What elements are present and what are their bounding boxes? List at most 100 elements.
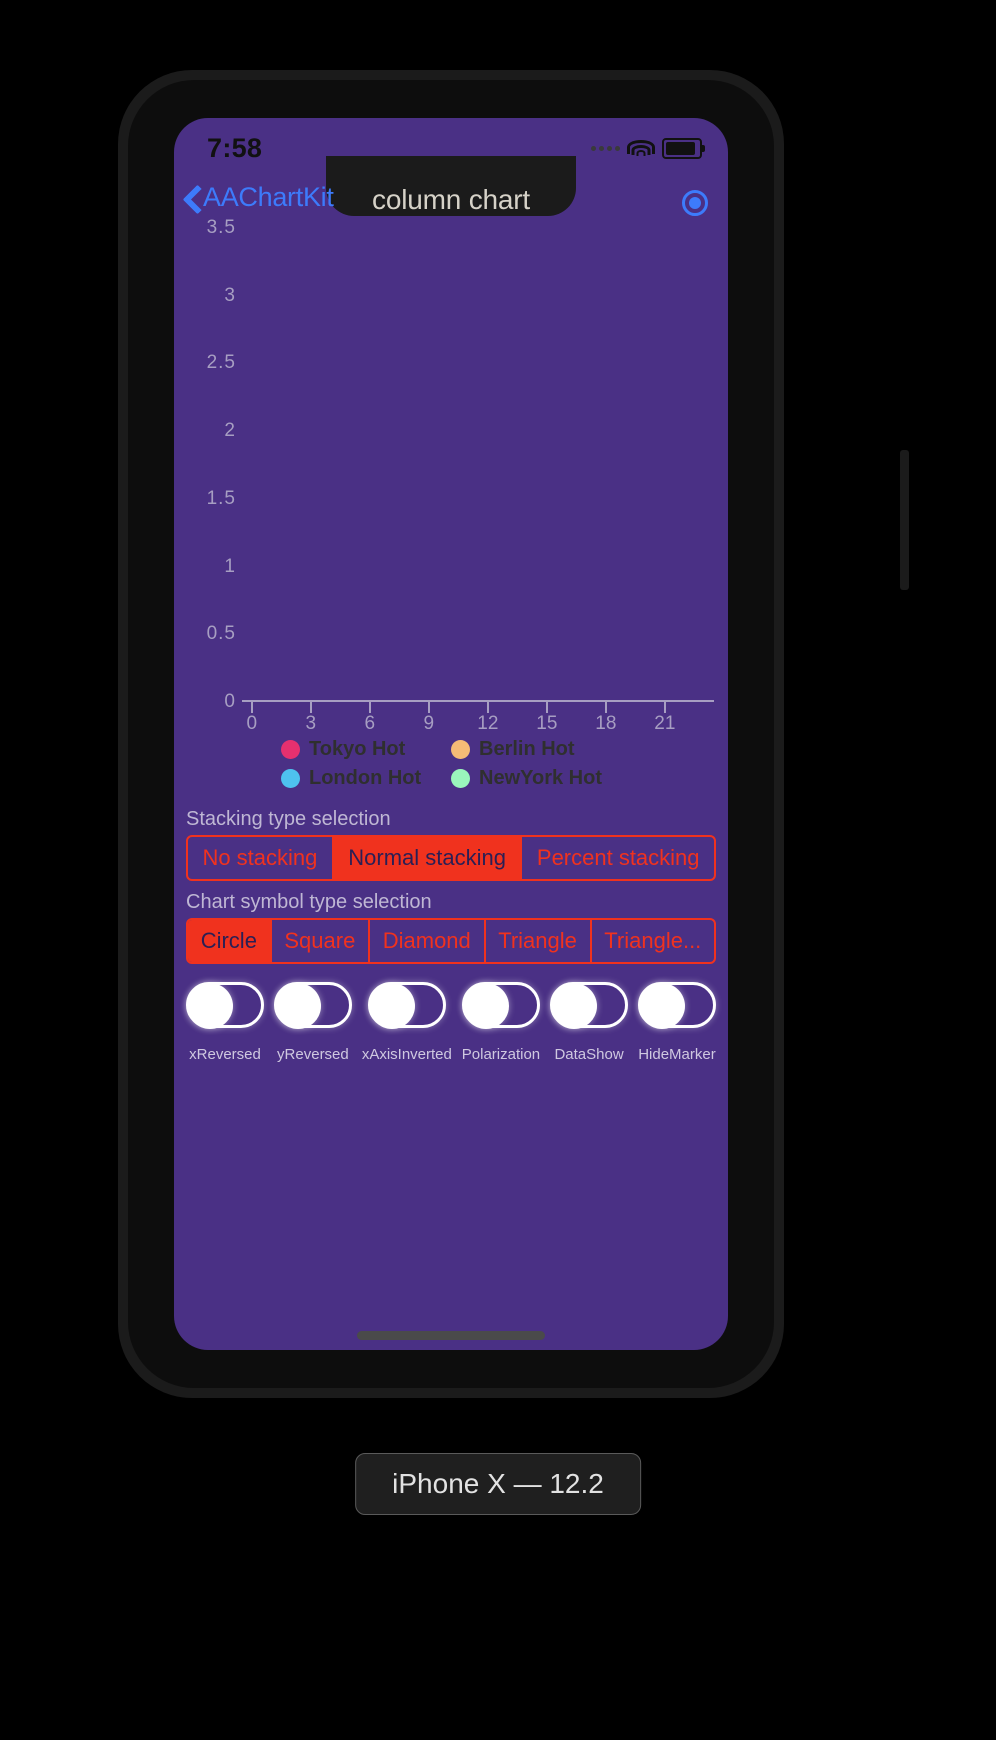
x-axis-tick-label: 21 — [654, 713, 676, 734]
plot-area — [242, 228, 714, 702]
x-axis-tick — [309, 702, 312, 713]
symbol-option-square[interactable]: Square — [272, 920, 371, 962]
y-axis-tick-label: 1 — [224, 555, 236, 577]
stacking-option-no-stacking[interactable]: No stacking — [188, 837, 334, 879]
x-axis-tick-label: 18 — [595, 713, 617, 734]
legend-grid: Tokyo Hot Berlin Hot London Hot NewYork Hot — [281, 738, 621, 790]
bar-column[interactable] — [498, 228, 518, 702]
stacking-type-segmented-control[interactable]: No stacking Normal stacking Percent stacki… — [186, 835, 716, 881]
stacking-option-percent-stacking[interactable]: Percent stacking — [536, 845, 700, 870]
x-axis-tick-label: 9 — [423, 713, 435, 734]
y-axis-tick-label: 0.5 — [206, 623, 236, 645]
bar-column[interactable] — [675, 228, 695, 702]
bar-column[interactable] — [419, 228, 439, 702]
symbol-option-circle[interactable]: Circle — [188, 920, 272, 962]
x-axis-tick-label: 3 — [305, 713, 317, 734]
chart-symbol-segmented-control[interactable]: Circle Square Diamond Triangle Triangle... — [186, 918, 716, 964]
toggle-group: DataShow — [550, 982, 629, 1063]
navigation-bar: AAChartKit column chart — [174, 176, 728, 238]
phone-frame: 7:58 AAChartKit column chart — [118, 70, 909, 1398]
y-axis-tick-label: 2.5 — [206, 352, 236, 374]
bar-column[interactable] — [281, 228, 301, 702]
radio-button-icon[interactable] — [682, 190, 708, 216]
phone-bezel: 7:58 AAChartKit column chart — [128, 80, 774, 1388]
bar-column[interactable] — [694, 228, 714, 702]
bar-column[interactable] — [458, 228, 478, 702]
toggle-switch-datashow[interactable] — [550, 982, 629, 1029]
x-axis-tick — [663, 702, 666, 713]
legend-item[interactable]: Berlin Hot — [451, 738, 621, 761]
bar-column[interactable] — [576, 228, 596, 702]
y-axis-tick-label: 3 — [224, 284, 236, 306]
toggle-switch-yreversed[interactable] — [273, 982, 352, 1029]
toggle-knob — [638, 983, 685, 1029]
toggle-group: Polarization — [462, 982, 540, 1063]
x-axis-tick — [486, 702, 489, 713]
status-bar: 7:58 — [174, 118, 728, 176]
x-axis-tick — [250, 702, 253, 713]
bar-column[interactable] — [380, 228, 400, 702]
device-caption: iPhone X — 12.2 — [355, 1453, 641, 1515]
toggle-switch-xaxisinverted[interactable] — [367, 982, 446, 1029]
legend-item[interactable]: NewYork Hot — [451, 767, 621, 790]
status-indicators — [591, 138, 705, 159]
signal-dots-icon — [591, 146, 620, 151]
toggle-switch-row: xReversed yReversed xAxisInverted Polarizat… — [186, 982, 716, 1063]
symbol-section-label: Chart symbol type selection — [186, 891, 432, 913]
toggle-label: yReversed — [277, 1046, 349, 1063]
bar-column[interactable] — [478, 228, 498, 702]
bar-column[interactable] — [537, 228, 557, 702]
bar-column[interactable] — [655, 228, 675, 702]
bar-column[interactable] — [439, 228, 459, 702]
x-axis-tick — [427, 702, 430, 713]
toggle-label: HideMarker — [638, 1046, 716, 1063]
chevron-left-icon — [180, 187, 202, 209]
legend-item[interactable]: London Hot — [281, 767, 451, 790]
phone-power-button[interactable] — [900, 450, 909, 590]
stacking-option-normal-stacking[interactable]: Normal stacking — [333, 837, 523, 879]
bar-column[interactable] — [557, 228, 577, 702]
x-axis-tick — [368, 702, 371, 713]
bar-column[interactable] — [517, 228, 537, 702]
bar-column[interactable] — [340, 228, 360, 702]
phone-notch — [326, 156, 576, 216]
symbol-option-triangle[interactable]: Triangle... — [604, 928, 702, 953]
legend-color-dot-icon — [451, 740, 470, 759]
toggle-switch-xreversed[interactable] — [186, 982, 264, 1029]
toggle-label: xAxisInverted — [361, 1046, 452, 1063]
home-indicator[interactable] — [357, 1331, 545, 1340]
toggle-group: HideMarker — [637, 982, 716, 1063]
toggle-switch-hidemarker[interactable] — [637, 982, 716, 1029]
bar-column[interactable] — [301, 228, 321, 702]
back-button[interactable]: AAChartKit — [180, 182, 334, 213]
bar-column[interactable] — [635, 228, 655, 702]
toggle-label: xReversed — [189, 1046, 261, 1063]
bar-column[interactable] — [242, 228, 262, 702]
symbol-option-triangle[interactable]: Triangle — [486, 920, 592, 962]
y-axis-tick-label: 2 — [224, 420, 236, 442]
y-axis-labels: 0 0.5 1 1.5 2 2.5 3 3.5 — [174, 217, 236, 712]
bar-column[interactable] — [360, 228, 380, 702]
toggle-group: xAxisInverted — [362, 982, 452, 1063]
toggle-group: yReversed — [273, 982, 352, 1063]
bars-container — [242, 228, 714, 702]
toggle-switch-polarization[interactable] — [461, 982, 540, 1029]
bar-column[interactable] — [596, 228, 616, 702]
y-axis-tick-label: 1.5 — [206, 487, 236, 509]
legend-label: Berlin Hot — [479, 738, 575, 760]
toggle-knob — [462, 983, 509, 1029]
symbol-option-diamond[interactable]: Diamond — [370, 920, 486, 962]
bar-column[interactable] — [321, 228, 341, 702]
x-axis-tick-label: 0 — [246, 713, 258, 734]
bar-column[interactable] — [616, 228, 636, 702]
toggle-label: Polarization — [461, 1046, 541, 1063]
bar-column[interactable] — [262, 228, 282, 702]
legend-item[interactable]: Tokyo Hot — [281, 738, 451, 761]
page-title: column chart — [372, 184, 530, 215]
legend-label: NewYork Hot — [479, 767, 602, 789]
back-button-label: AAChartKit — [203, 182, 334, 212]
x-axis-tick-label: 15 — [536, 713, 558, 734]
bar-column[interactable] — [399, 228, 419, 702]
controls-panel: Stacking type selection No stacking Norma… — [174, 808, 728, 1063]
